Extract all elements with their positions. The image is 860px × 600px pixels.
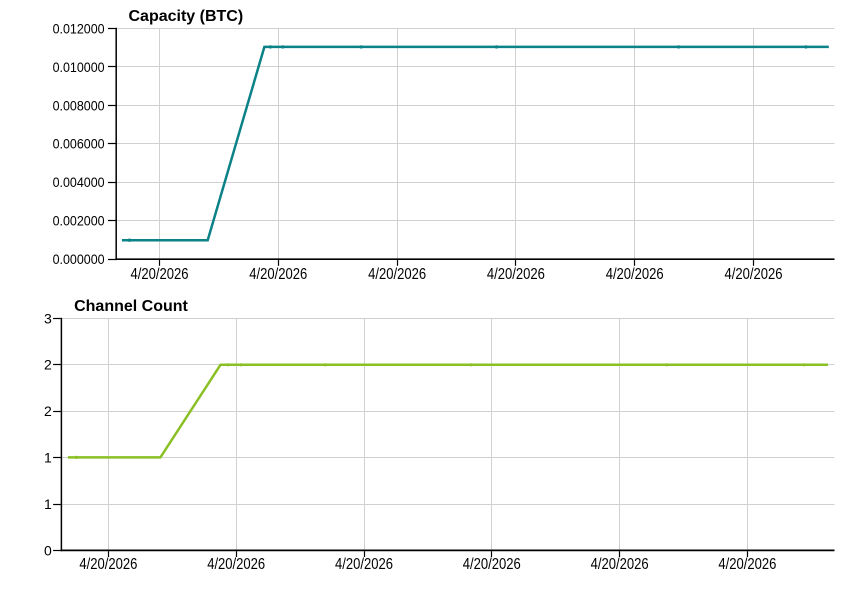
svg-text:4/20/2026: 4/20/2026 <box>249 266 307 283</box>
svg-text:0.012000: 0.012000 <box>53 20 105 36</box>
svg-text:2: 2 <box>44 403 52 419</box>
svg-text:0.004000: 0.004000 <box>53 174 105 190</box>
svg-text:Channel Count: Channel Count <box>74 298 188 315</box>
svg-text:1: 1 <box>44 450 52 466</box>
svg-text:4/20/2026: 4/20/2026 <box>131 266 189 283</box>
svg-text:4/20/2026: 4/20/2026 <box>606 266 664 283</box>
svg-text:3: 3 <box>44 310 52 326</box>
svg-text:1: 1 <box>44 496 52 512</box>
svg-text:4/20/2026: 4/20/2026 <box>591 556 649 573</box>
svg-text:0.008000: 0.008000 <box>53 97 105 113</box>
svg-text:4/20/2026: 4/20/2026 <box>725 266 783 283</box>
svg-text:0: 0 <box>44 542 52 558</box>
svg-text:4/20/2026: 4/20/2026 <box>463 556 521 573</box>
svg-text:0.010000: 0.010000 <box>53 59 105 75</box>
svg-text:4/20/2026: 4/20/2026 <box>207 556 265 573</box>
svg-text:0.000000: 0.000000 <box>53 251 105 267</box>
svg-text:4/20/2026: 4/20/2026 <box>79 556 137 573</box>
svg-text:4/20/2026: 4/20/2026 <box>368 266 426 283</box>
svg-text:4/20/2026: 4/20/2026 <box>335 556 393 573</box>
svg-text:4/20/2026: 4/20/2026 <box>718 556 776 573</box>
svg-text:0.006000: 0.006000 <box>53 136 105 152</box>
svg-text:Capacity (BTC): Capacity (BTC) <box>129 8 244 25</box>
svg-text:2: 2 <box>44 357 52 373</box>
svg-text:0.002000: 0.002000 <box>53 213 105 229</box>
svg-text:4/20/2026: 4/20/2026 <box>487 266 545 283</box>
